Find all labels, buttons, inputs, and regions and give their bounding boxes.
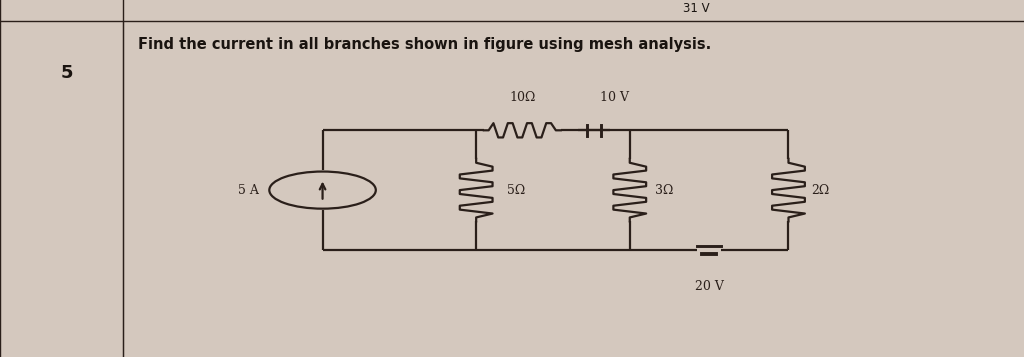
Text: Find the current in all branches shown in figure using mesh analysis.: Find the current in all branches shown i… <box>138 37 712 52</box>
Text: 2Ω: 2Ω <box>811 183 829 197</box>
Text: 20 V: 20 V <box>694 280 724 293</box>
Text: 5 A: 5 A <box>239 183 259 197</box>
Text: 10Ω: 10Ω <box>509 91 536 104</box>
Text: 10 V: 10 V <box>600 91 629 104</box>
Text: 5Ω: 5Ω <box>507 183 525 197</box>
Text: 5: 5 <box>60 64 73 82</box>
Text: 31 V: 31 V <box>683 2 710 15</box>
Text: 3Ω: 3Ω <box>655 183 674 197</box>
